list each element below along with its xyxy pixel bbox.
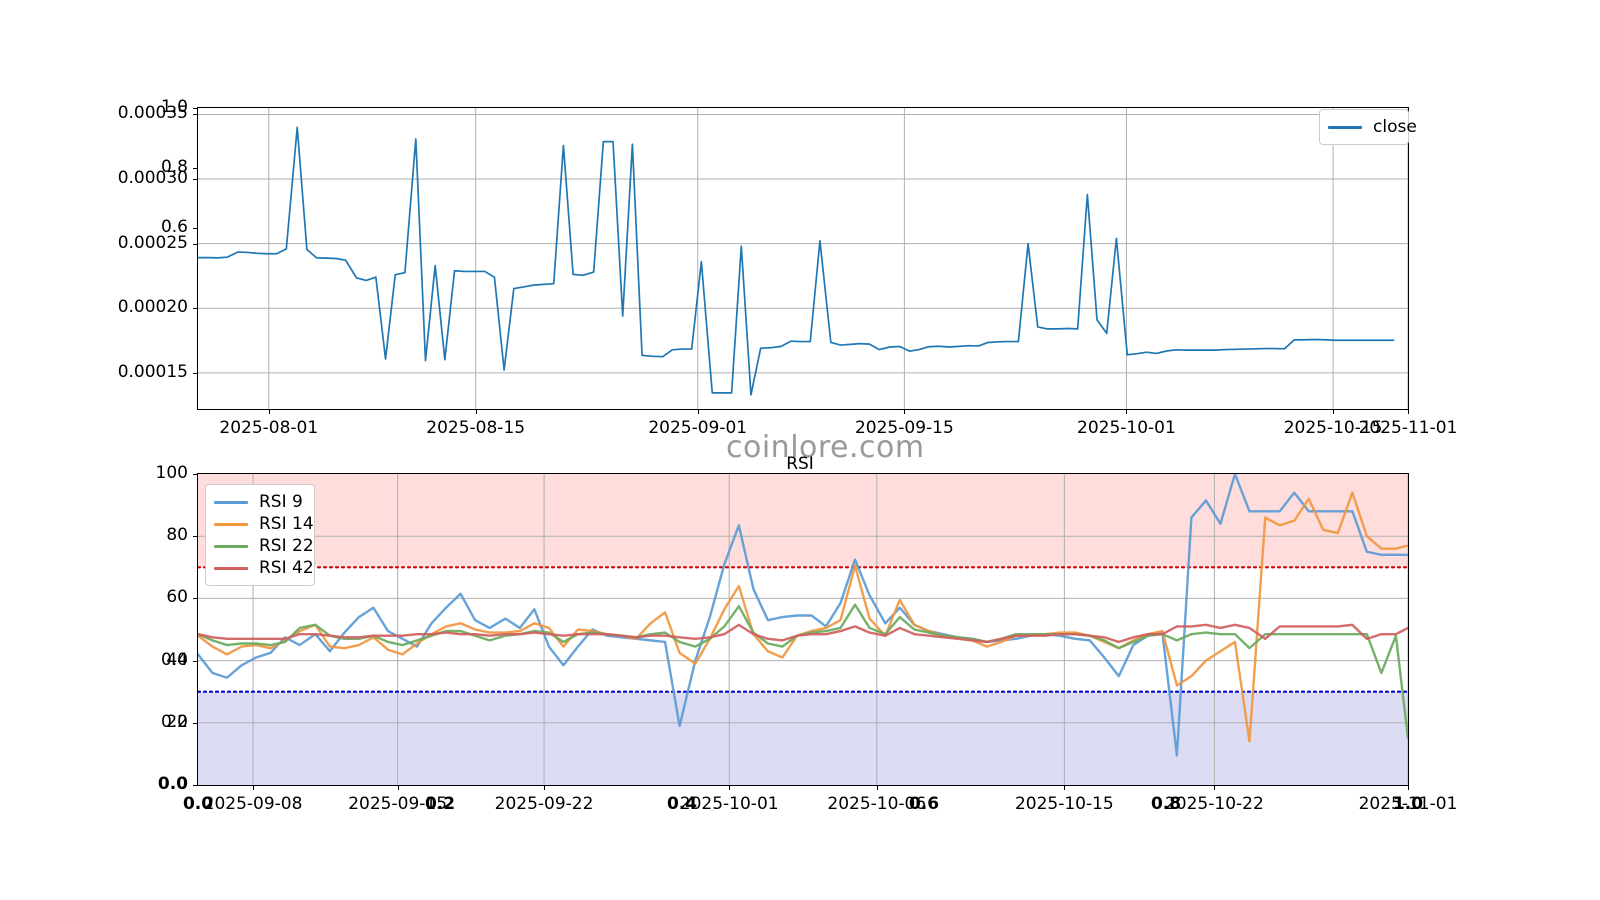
rsi-y-tick-mark xyxy=(193,598,198,600)
rsi-series-svg xyxy=(198,474,1408,785)
rsi-x-tick-mark xyxy=(253,785,255,790)
price-y-tick-mark xyxy=(193,114,198,116)
price-legend[interactable]: close xyxy=(1319,109,1417,145)
rsi-secondary-x-tick-label: 0.4 xyxy=(666,794,698,814)
price-x-tick-label: 2025-11-01 xyxy=(1358,418,1458,438)
watermark: coinlore.com xyxy=(726,430,925,465)
price-chart-panel: 0.00015 0.00020 0.00025 0.00030 0.00035 0.6 0… xyxy=(117,97,1458,438)
price-y-tick-mark xyxy=(193,179,198,181)
price-x-tick-label: 2025-10-01 xyxy=(1077,418,1176,438)
legend-line-icon xyxy=(214,544,248,548)
price-secondary-y-tick-label: 0.6 xyxy=(160,217,188,238)
rsi-legend-item[interactable]: RSI 22 xyxy=(214,535,314,557)
price-x-tick-mark xyxy=(1333,409,1335,414)
legend-line-icon xyxy=(214,566,248,570)
price-x-tick-mark xyxy=(1126,409,1128,414)
rsi-x-tick-label: 2025-10-15 xyxy=(1014,794,1114,814)
price-x-tick-mark xyxy=(904,409,906,414)
price-series-svg xyxy=(198,108,1408,409)
rsi-legend[interactable]: RSI 9 RSI 14 RSI 22 RSI 42 xyxy=(205,484,315,586)
rsi-y-tick-label: 60 xyxy=(166,587,188,608)
price-secondary-y-tick-mark xyxy=(193,168,198,170)
rsi-x-tick-label: 2025-11-01 xyxy=(1358,794,1458,814)
rsi-secondary-y-tick-label: 0.0 xyxy=(157,774,188,794)
price-legend-item[interactable]: close xyxy=(1328,116,1417,138)
price-y-tick-label: 0.00015 xyxy=(117,361,188,382)
rsi-legend-item[interactable]: RSI 14 xyxy=(214,513,314,535)
price-y-tick-mark xyxy=(193,243,198,245)
rsi-secondary-x-tick-label: 0.6 xyxy=(908,794,940,814)
rsi-plot-area xyxy=(198,474,1408,785)
price-legend-label: close xyxy=(1373,117,1417,137)
rsi-y-tick-mark xyxy=(193,722,198,724)
price-y-tick-mark xyxy=(193,372,198,374)
rsi-x-tick-mark xyxy=(1408,785,1409,790)
rsi-title: RSI xyxy=(786,454,814,474)
rsi-x-tick-mark xyxy=(876,785,878,790)
price-y-tick-label: 0.00035 xyxy=(117,103,188,124)
price-secondary-y-tick-label: 1.0 xyxy=(160,97,188,117)
legend-line-icon xyxy=(1328,125,1362,129)
rsi-y-tick-mark xyxy=(193,785,198,786)
rsi-legend-label: RSI 22 xyxy=(259,536,314,556)
rsi-secondary-x-tick-label: 1.0 xyxy=(1392,794,1424,814)
rsi-x-tick-mark xyxy=(397,785,399,790)
rsi-x-tick-label: 2025-09-15 xyxy=(348,794,448,814)
price-x-tick-mark xyxy=(1408,409,1409,414)
rsi-secondary-x-tick-label: 0.0 xyxy=(182,794,214,814)
rsi-secondary-x-tick-label: 0.2 xyxy=(424,794,456,814)
rsi-y-tick-label: 40 xyxy=(166,649,188,670)
rsi-x-tick-label: 2025-10-22 xyxy=(1164,794,1264,814)
rsi-legend-label: RSI 42 xyxy=(259,558,314,578)
rsi-axes-frame xyxy=(197,473,1409,786)
rsi-secondary-y-tick-label: 0.4 xyxy=(160,649,188,670)
rsi-x-tick-mark xyxy=(1064,785,1066,790)
price-y-tick-label: 0.00025 xyxy=(117,232,188,253)
rsi-y-tick-mark xyxy=(193,660,198,662)
rsi-y-tick-mark xyxy=(193,536,198,538)
legend-line-icon xyxy=(214,500,248,504)
price-x-tick-mark xyxy=(268,409,270,414)
price-x-tick-label: 2025-08-15 xyxy=(426,418,526,438)
rsi-x-tick-label: 2025-10-06 xyxy=(827,794,927,814)
price-x-tick-mark xyxy=(475,409,477,414)
rsi-x-tick-label: 2025-09-08 xyxy=(203,794,303,814)
rsi-x-tick-mark xyxy=(1214,785,1216,790)
rsi-legend-item[interactable]: RSI 9 xyxy=(214,491,304,513)
rsi-x-tick-mark xyxy=(544,785,546,790)
price-y-tick-label: 0.00020 xyxy=(117,297,188,318)
rsi-legend-item[interactable]: RSI 42 xyxy=(214,557,314,579)
price-x-tick-label: 2025-09-01 xyxy=(648,418,748,438)
rsi-x-tick-label: 2025-10-01 xyxy=(679,794,779,814)
price-secondary-y-tick-mark xyxy=(193,228,198,230)
price-x-tick-mark xyxy=(697,409,699,414)
oversold-zone xyxy=(198,691,1408,785)
price-x-tick-label: 2025-10-15 xyxy=(1283,418,1383,438)
price-secondary-y-tick-label: 0.8 xyxy=(160,157,188,178)
rsi-secondary-x-tick-label: 0.8 xyxy=(1150,794,1182,814)
price-secondary-y-tick-mark xyxy=(193,108,198,109)
price-y-tick-label: 0.00030 xyxy=(117,168,188,189)
rsi-y-tick-mark xyxy=(193,474,198,475)
rsi-y-tick-label: 0 xyxy=(177,774,188,794)
rsi-legend-label: RSI 9 xyxy=(259,492,303,512)
rsi-y-tick-label: 100 xyxy=(155,463,188,483)
rsi-x-tick-mark xyxy=(729,785,731,790)
price-x-tick-label: 2025-08-01 xyxy=(219,418,319,438)
rsi-y-tick-label: 80 xyxy=(166,525,188,546)
rsi-x-tick-label: 2025-09-22 xyxy=(494,794,594,814)
rsi-legend-label: RSI 14 xyxy=(259,514,314,534)
price-x-tick-label: 2025-09-15 xyxy=(854,418,954,438)
price-plot-area xyxy=(198,108,1408,409)
rsi-secondary-y-tick-label: 0.2 xyxy=(160,711,188,732)
overbought-zone xyxy=(198,474,1408,568)
rsi-y-tick-label: 20 xyxy=(166,711,188,732)
legend-line-icon xyxy=(214,522,248,526)
price-y-tick-mark xyxy=(193,308,198,310)
price-axes-frame xyxy=(197,107,1409,410)
